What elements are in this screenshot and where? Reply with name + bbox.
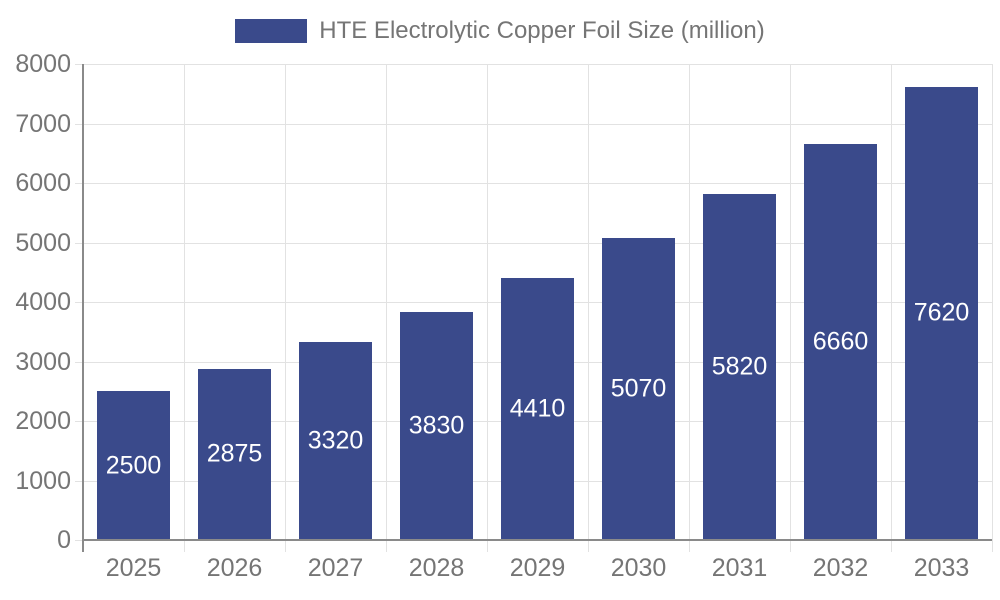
y-tick-label: 8000	[15, 50, 71, 78]
bar-value-label: 7620	[913, 298, 970, 327]
bar	[299, 342, 372, 540]
x-axis-line	[82, 539, 992, 541]
x-gridline	[689, 64, 690, 552]
x-tick-label: 2031	[711, 554, 768, 582]
legend-label: HTE Electrolytic Copper Foil Size (milli…	[319, 17, 765, 44]
bar	[501, 277, 574, 540]
y-tick-label: 0	[57, 526, 71, 554]
y-axis-line	[82, 64, 84, 552]
y-gridline	[75, 123, 992, 125]
x-tick-label: 2025	[105, 554, 162, 582]
chart-legend: HTE Electrolytic Copper Foil Size (milli…	[0, 17, 1000, 45]
y-tick-label: 7000	[15, 109, 71, 138]
bar-value-label: 2500	[105, 451, 162, 480]
bar-value-label: 3320	[307, 426, 364, 455]
x-tick-label: 2032	[812, 554, 869, 582]
y-tick-label: 6000	[15, 169, 71, 197]
bar-value-label: 2875	[206, 439, 263, 468]
x-tick-label: 2030	[610, 554, 667, 582]
x-gridline	[386, 64, 387, 552]
x-tick-label: 2033	[913, 554, 970, 582]
x-gridline	[588, 64, 589, 552]
bar	[905, 86, 978, 540]
bar-value-label: 6660	[812, 327, 869, 356]
x-gridline	[285, 64, 286, 552]
x-gridline	[891, 64, 892, 552]
bar-value-label: 4410	[509, 394, 566, 423]
y-tick-label: 2000	[15, 407, 71, 435]
x-gridline	[184, 64, 185, 552]
x-tick-label: 2028	[408, 554, 465, 582]
bar	[97, 391, 170, 540]
x-gridline	[487, 64, 488, 552]
bar-value-label: 5820	[711, 352, 768, 381]
x-tick-label: 2027	[307, 554, 364, 582]
bar	[198, 368, 271, 540]
y-gridline	[75, 64, 992, 65]
y-tick-label: 5000	[15, 228, 71, 257]
x-gridline	[790, 64, 791, 552]
y-tick-label: 3000	[15, 347, 71, 376]
y-gridline	[75, 242, 992, 244]
bar	[703, 193, 776, 540]
bar	[804, 143, 877, 540]
legend-swatch	[235, 19, 308, 43]
y-tick-label: 1000	[15, 466, 71, 495]
bar	[400, 312, 473, 540]
bar	[602, 238, 675, 540]
y-gridline	[75, 183, 992, 184]
bar-value-label: 3830	[408, 411, 465, 440]
bar-value-label: 5070	[610, 374, 667, 403]
y-tick-label: 4000	[15, 288, 71, 316]
x-tick-label: 2026	[206, 554, 263, 582]
x-gridline	[992, 64, 993, 552]
x-tick-label: 2029	[509, 554, 566, 582]
plot-area: 2500 2875 3320 3830 4410 5070 5820 6660 7620	[75, 64, 993, 552]
